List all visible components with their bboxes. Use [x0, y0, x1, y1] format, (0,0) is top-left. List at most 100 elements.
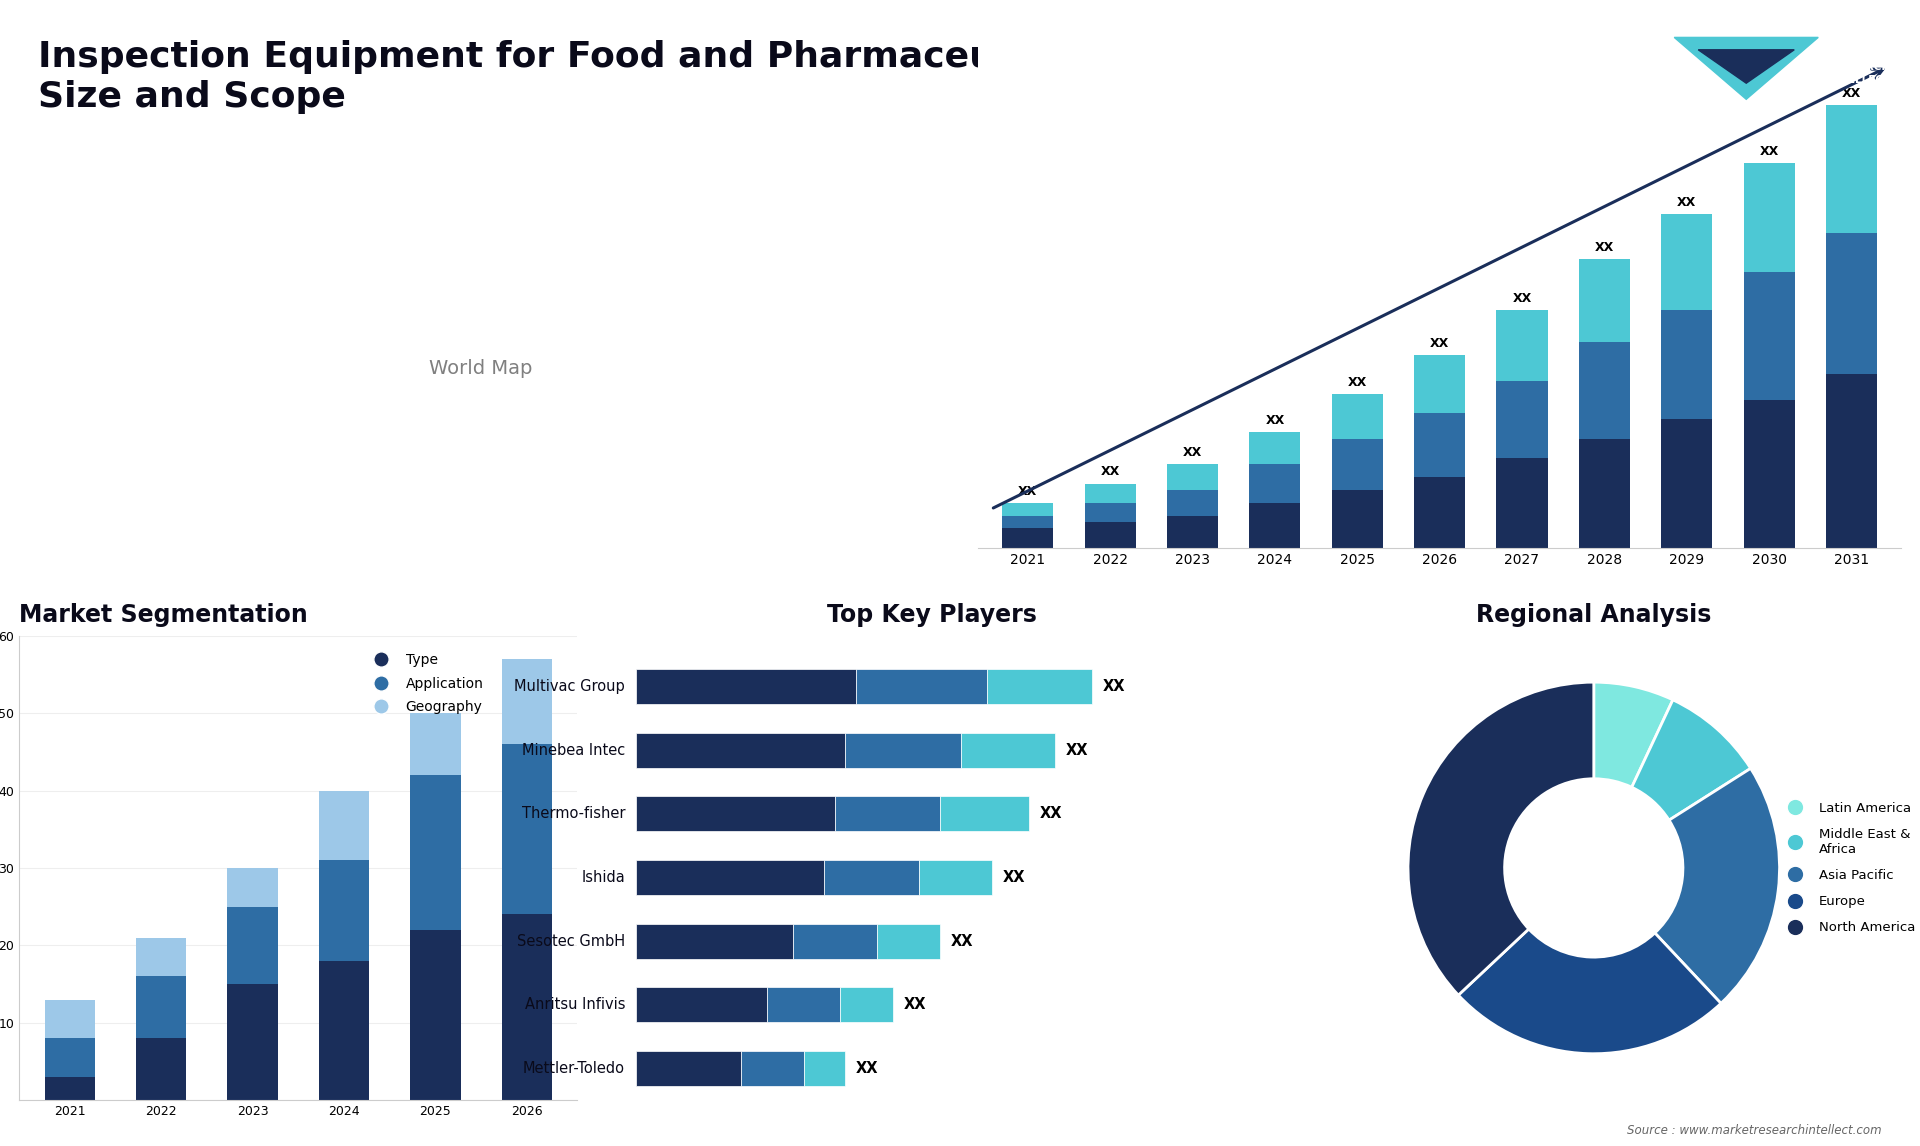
- FancyBboxPatch shape: [636, 924, 793, 958]
- Text: XX: XX: [1183, 446, 1202, 460]
- Bar: [411, 775, 461, 929]
- Bar: [1332, 490, 1382, 548]
- Title: Regional Analysis: Regional Analysis: [1476, 603, 1711, 627]
- Text: XX: XX: [1018, 485, 1037, 497]
- Bar: [227, 906, 278, 984]
- Bar: [501, 744, 553, 915]
- Bar: [1085, 503, 1137, 523]
- Bar: [1826, 375, 1878, 548]
- Text: Anritsu Infivis: Anritsu Infivis: [524, 997, 626, 1012]
- Text: XX: XX: [1348, 376, 1367, 388]
- Bar: [501, 915, 553, 1100]
- Text: XX: XX: [1002, 870, 1025, 885]
- FancyBboxPatch shape: [803, 1051, 845, 1086]
- Bar: [1743, 163, 1795, 272]
- Text: XX: XX: [1039, 807, 1062, 822]
- FancyBboxPatch shape: [636, 669, 856, 704]
- Text: XX: XX: [1102, 680, 1125, 694]
- Text: Thermo-fisher: Thermo-fisher: [522, 807, 626, 822]
- FancyBboxPatch shape: [636, 1051, 741, 1086]
- Bar: [1578, 343, 1630, 439]
- FancyBboxPatch shape: [636, 732, 845, 768]
- Text: XX: XX: [1596, 241, 1615, 253]
- Wedge shape: [1594, 682, 1672, 787]
- FancyBboxPatch shape: [960, 732, 1056, 768]
- Text: XX: XX: [1841, 87, 1860, 100]
- FancyBboxPatch shape: [636, 987, 766, 1022]
- Text: XX: XX: [1430, 337, 1450, 350]
- FancyBboxPatch shape: [835, 796, 941, 831]
- FancyBboxPatch shape: [824, 860, 920, 895]
- Text: Source : www.marketresearchintellect.com: Source : www.marketresearchintellect.com: [1626, 1124, 1882, 1137]
- Wedge shape: [1407, 682, 1594, 995]
- Bar: [1826, 105, 1878, 234]
- Text: MARKET
RESEARCH
INTELLECT: MARKET RESEARCH INTELLECT: [1828, 49, 1889, 85]
- Text: Market Segmentation: Market Segmentation: [19, 603, 307, 627]
- Bar: [1496, 380, 1548, 458]
- Wedge shape: [1655, 768, 1780, 1004]
- Bar: [1167, 490, 1217, 516]
- Bar: [1250, 503, 1300, 548]
- Text: XX: XX: [950, 934, 973, 949]
- Bar: [1085, 523, 1137, 548]
- Polygon shape: [1674, 38, 1818, 100]
- Text: XX: XX: [1676, 196, 1695, 209]
- Bar: [319, 861, 369, 960]
- FancyBboxPatch shape: [987, 669, 1092, 704]
- Title: Top Key Players: Top Key Players: [828, 603, 1037, 627]
- FancyBboxPatch shape: [856, 669, 987, 704]
- Bar: [136, 976, 186, 1038]
- FancyBboxPatch shape: [636, 860, 824, 895]
- Text: XX: XX: [1100, 465, 1119, 478]
- Bar: [319, 791, 369, 861]
- Bar: [1250, 464, 1300, 503]
- FancyBboxPatch shape: [941, 796, 1029, 831]
- Bar: [501, 659, 553, 744]
- Text: Ishida: Ishida: [582, 870, 626, 885]
- Text: World Map: World Map: [428, 359, 532, 377]
- Bar: [1167, 516, 1217, 548]
- Bar: [136, 1038, 186, 1100]
- FancyBboxPatch shape: [845, 732, 960, 768]
- Bar: [44, 1038, 94, 1077]
- Bar: [1743, 272, 1795, 400]
- Bar: [1826, 234, 1878, 375]
- Text: Minebea Intec: Minebea Intec: [522, 743, 626, 758]
- Text: XX: XX: [1759, 144, 1778, 158]
- Bar: [1496, 458, 1548, 548]
- Bar: [44, 999, 94, 1038]
- Text: Inspection Equipment for Food and Pharmaceutical Market
Size and Scope: Inspection Equipment for Food and Pharma…: [38, 39, 1238, 115]
- Bar: [1002, 528, 1054, 548]
- Bar: [1743, 400, 1795, 548]
- FancyBboxPatch shape: [841, 987, 893, 1022]
- Bar: [1415, 355, 1465, 413]
- Bar: [227, 984, 278, 1100]
- Bar: [1002, 516, 1054, 528]
- Bar: [1496, 311, 1548, 380]
- Bar: [1250, 432, 1300, 464]
- Text: XX: XX: [856, 1061, 879, 1076]
- Wedge shape: [1459, 929, 1720, 1053]
- Text: XX: XX: [1513, 292, 1532, 305]
- Bar: [1661, 311, 1713, 419]
- Bar: [411, 713, 461, 775]
- FancyBboxPatch shape: [741, 1051, 803, 1086]
- Bar: [1661, 214, 1713, 311]
- Bar: [1332, 394, 1382, 439]
- Bar: [1578, 439, 1630, 548]
- Bar: [1661, 419, 1713, 548]
- FancyBboxPatch shape: [766, 987, 841, 1022]
- FancyBboxPatch shape: [793, 924, 877, 958]
- Text: Sesotec GmbH: Sesotec GmbH: [516, 934, 626, 949]
- Bar: [136, 937, 186, 976]
- Legend: Type, Application, Geography: Type, Application, Geography: [361, 647, 490, 720]
- Text: XX: XX: [1066, 743, 1089, 758]
- Bar: [1332, 439, 1382, 490]
- Bar: [44, 1077, 94, 1100]
- Bar: [227, 868, 278, 906]
- Bar: [1415, 413, 1465, 477]
- Bar: [1085, 484, 1137, 503]
- Bar: [411, 929, 461, 1100]
- Wedge shape: [1632, 700, 1751, 821]
- Bar: [1167, 464, 1217, 490]
